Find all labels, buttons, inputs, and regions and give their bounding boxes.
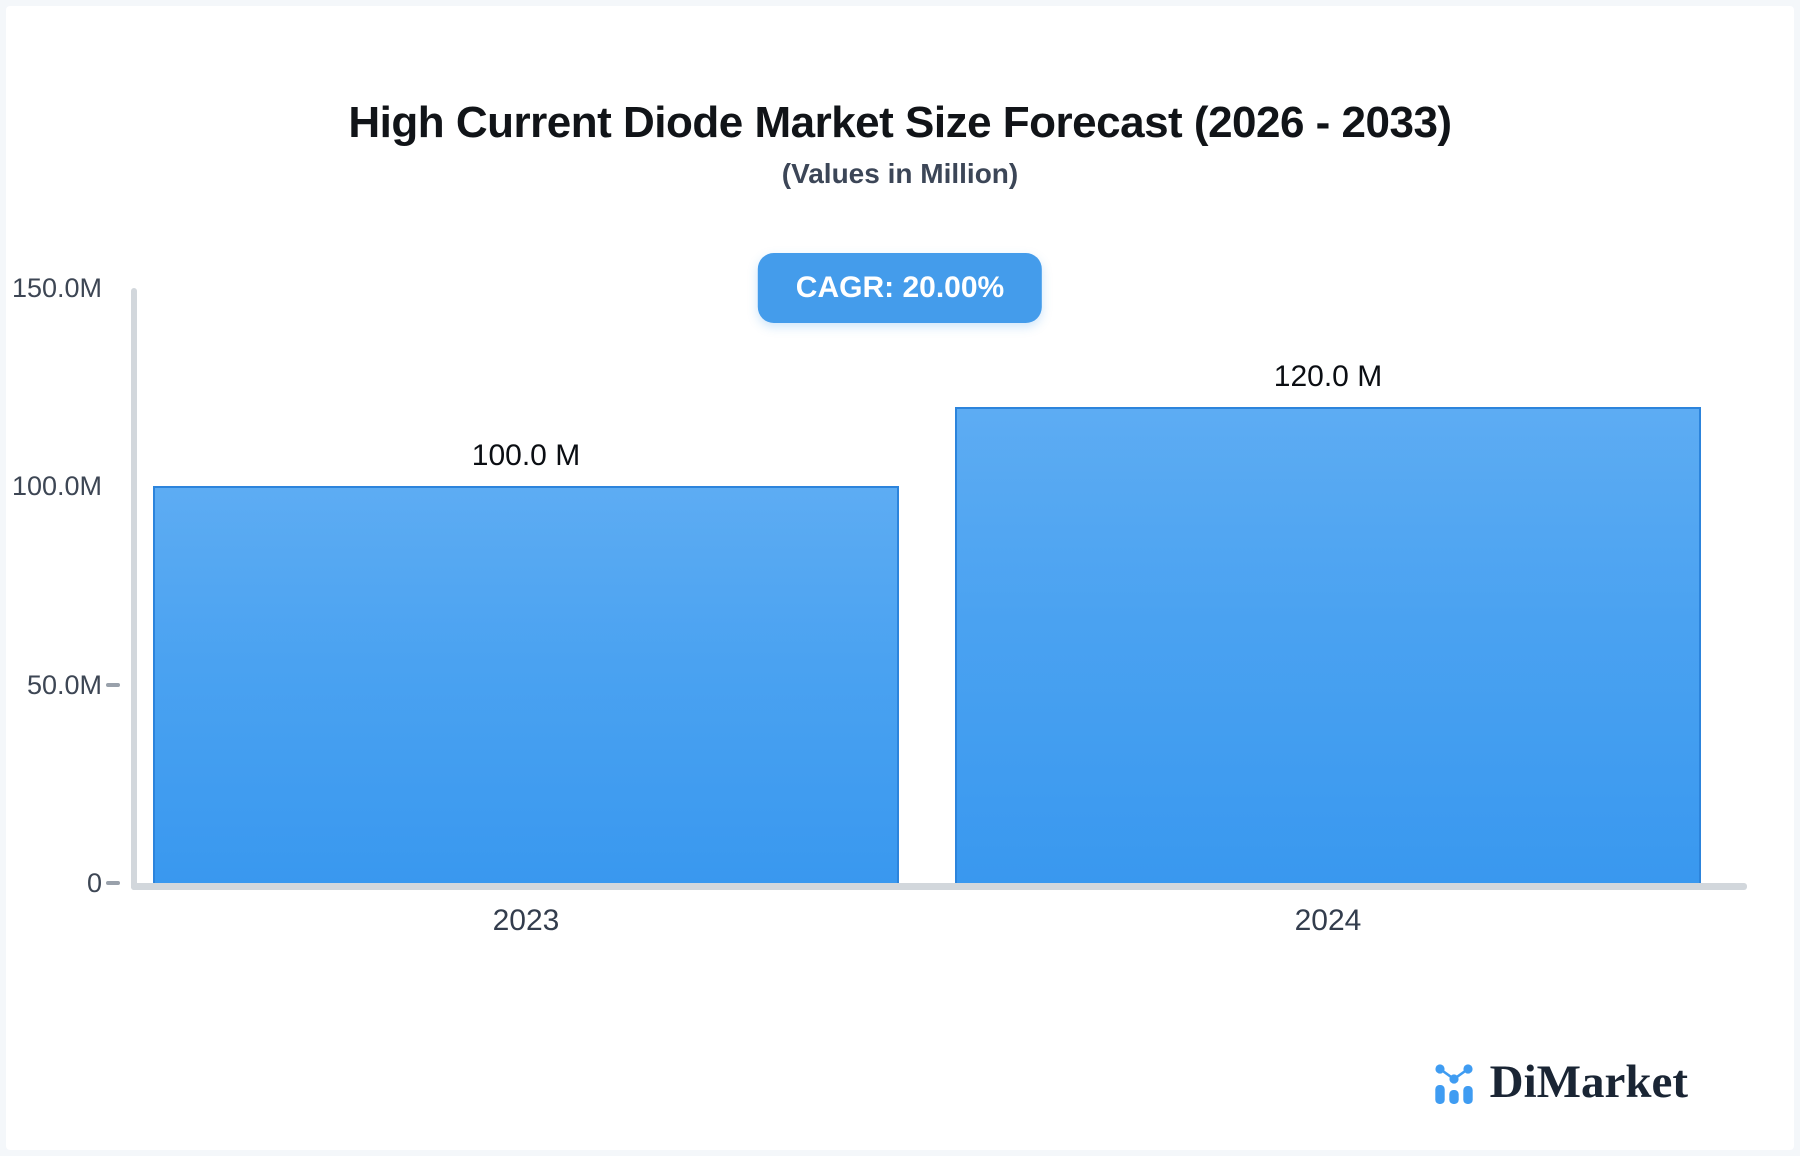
chart-card: High Current Diode Market Size Forecast … <box>6 6 1794 1150</box>
y-axis-tick-label: 0 <box>86 868 102 898</box>
x-axis-category-label: 2023 <box>492 904 560 937</box>
bar-chart-logo-icon <box>1434 1063 1473 1104</box>
y-axis-tick-label: 100.0M <box>11 471 102 502</box>
cagr-badge: CAGR: 20.00% <box>757 253 1043 323</box>
bar-2024[interactable] <box>955 407 1701 883</box>
bar-value-label: 120.0 M <box>1273 360 1383 393</box>
y-axis-tick-mark <box>106 682 120 687</box>
brand-name: DiMarket <box>1489 1056 1688 1108</box>
chart-subtitle: (Values in Million) <box>781 158 1019 189</box>
y-axis-tick-mark <box>106 881 120 885</box>
x-axis-category-label: 2024 <box>1294 904 1362 937</box>
brand-logo: DiMarket <box>1433 1059 1688 1106</box>
y-axis-tick-label: 50.0M <box>26 669 102 700</box>
bar-value-label: 100.0 M <box>471 439 581 473</box>
chart-title: High Current Diode Market Size Forecast … <box>348 98 1452 147</box>
x-axis-line <box>131 883 1747 890</box>
y-axis-tick-label: 150.0M <box>11 273 102 303</box>
bar-chart: 0 50.0M 100.0M 150.0M 100.0 M 2023 120.0 M 202… <box>6 6 1794 1150</box>
bar-2023[interactable] <box>153 486 899 883</box>
y-axis-line <box>131 288 137 890</box>
